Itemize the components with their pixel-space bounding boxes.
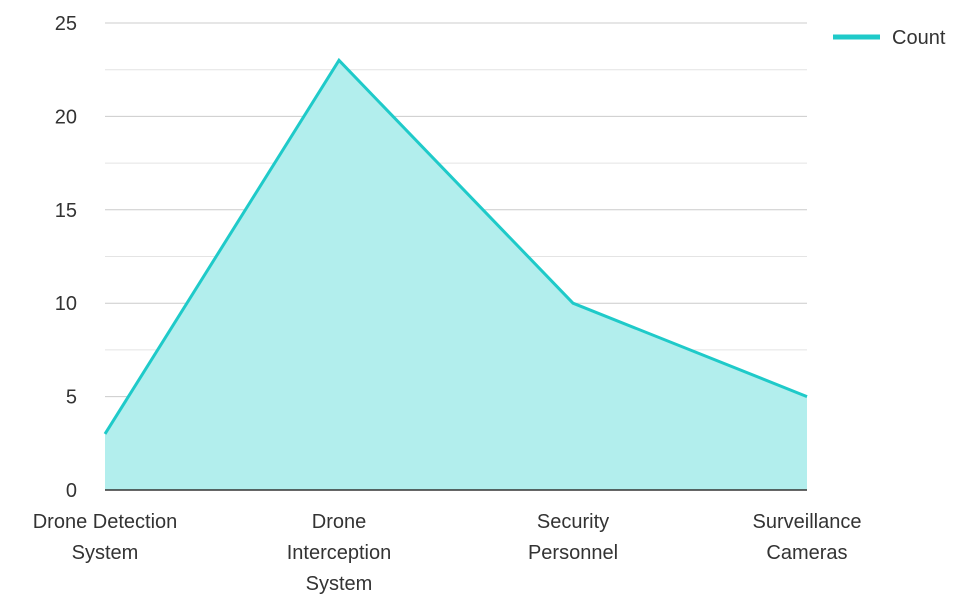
legend-label: Count <box>892 27 946 49</box>
x-tick-label: Security Personnel <box>528 511 618 564</box>
y-tick-label: 25 <box>55 13 77 35</box>
y-tick-label: 5 <box>66 387 77 409</box>
legend: Count <box>833 27 946 49</box>
y-axis: 0 5 10 15 20 25 <box>55 13 77 502</box>
y-tick-label: 10 <box>55 293 77 315</box>
series-line <box>103 57 808 435</box>
y-tick-label: 15 <box>55 200 77 222</box>
y-tick-label: 20 <box>55 106 77 128</box>
x-tick-label: Surveillance Cameras <box>753 511 862 564</box>
x-tick-label: Drone Interception System <box>287 511 392 595</box>
series-area <box>103 57 808 491</box>
x-axis-labels: Drone Detection System Drone Interception Sy… <box>33 511 862 595</box>
x-tick-label: Drone Detection System <box>33 511 178 564</box>
area-fill <box>105 60 807 491</box>
y-tick-label: 0 <box>66 480 77 502</box>
